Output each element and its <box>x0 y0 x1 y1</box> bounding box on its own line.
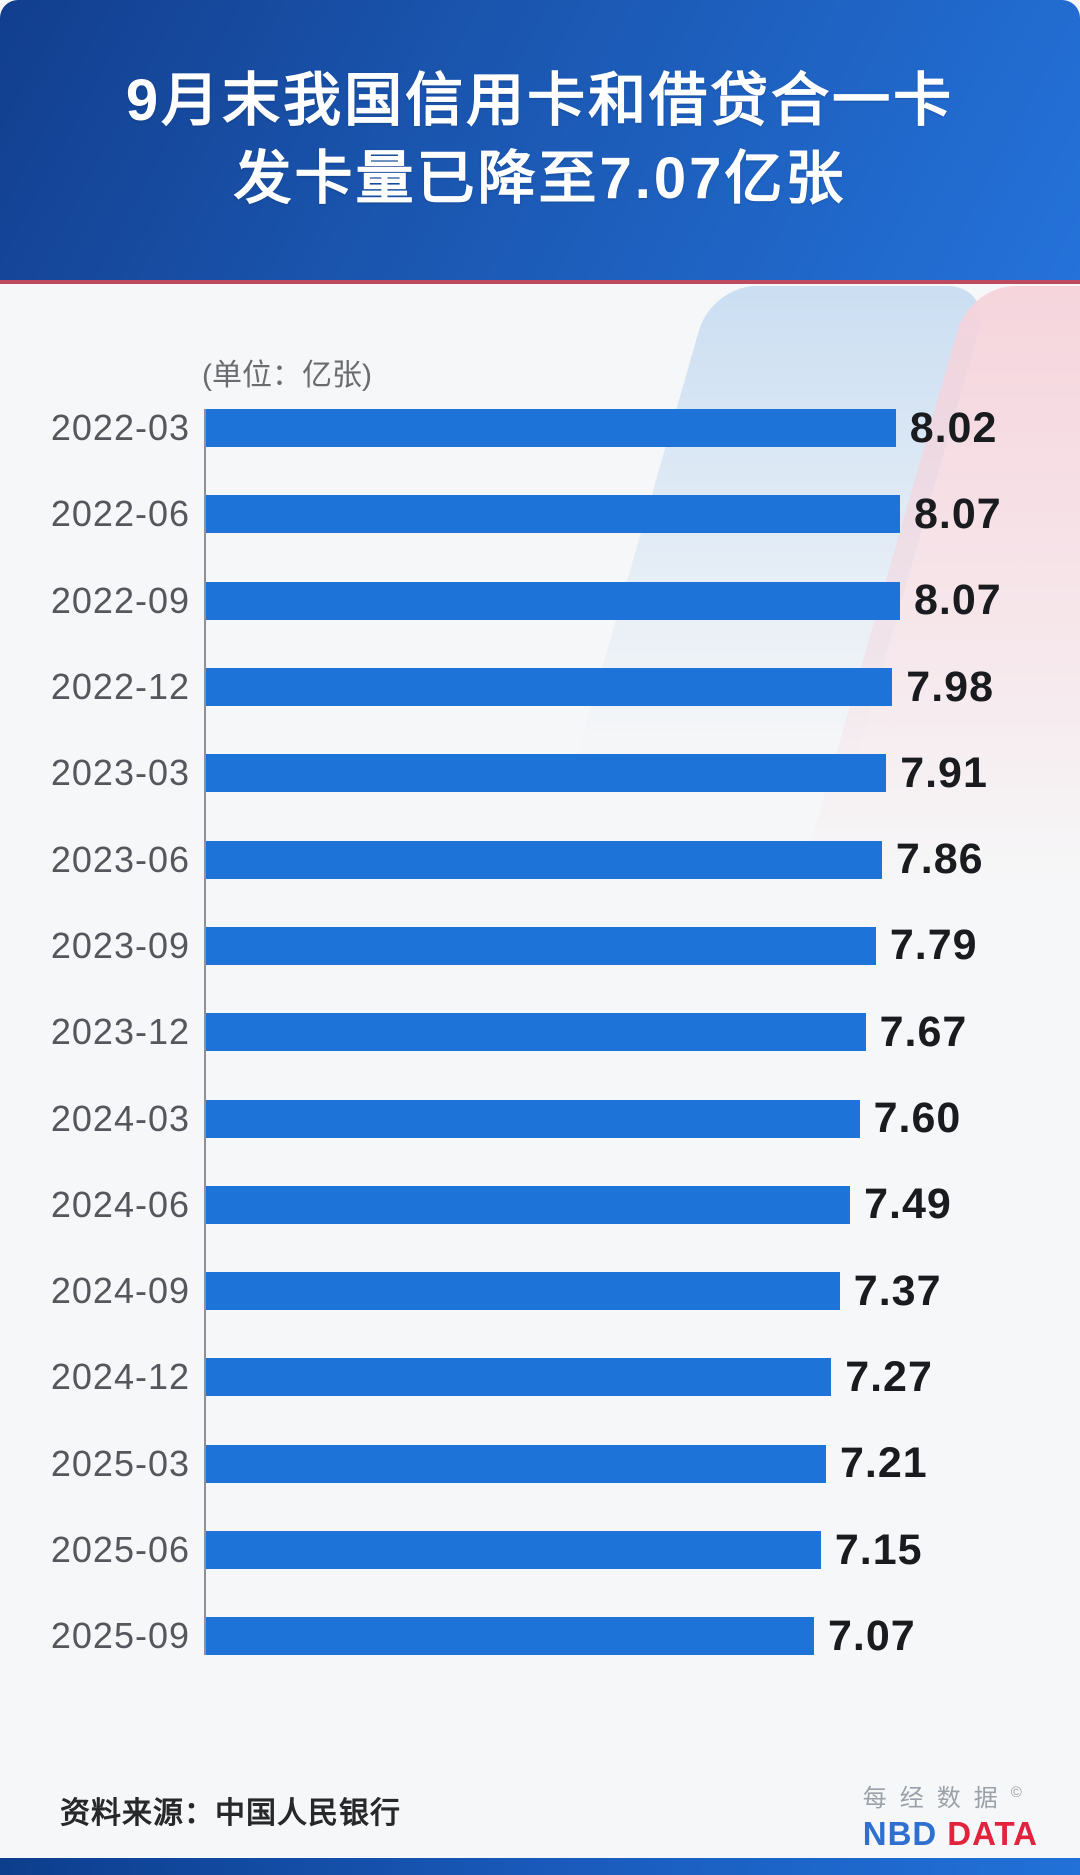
y-axis-line <box>204 409 206 1655</box>
bar <box>206 840 882 879</box>
logo-chinese-text: 每经数据© <box>862 1784 1022 1812</box>
chart-row: 2022-03 8.02 <box>0 385 1080 471</box>
value-label: 7.49 <box>864 1180 952 1229</box>
chart-row: 2024-06 7.49 <box>0 1162 1080 1248</box>
category-label: 2023-09 <box>50 924 190 966</box>
chart-row: 2024-12 7.27 <box>0 1334 1080 1420</box>
category-label: 2023-06 <box>50 838 190 880</box>
category-label: 2025-03 <box>50 1442 190 1484</box>
category-label: 2022-09 <box>50 579 190 621</box>
chart-row: 2024-03 7.60 <box>0 1075 1080 1161</box>
value-label: 7.60 <box>873 1094 962 1143</box>
header-divider <box>0 280 1080 284</box>
category-label: 2024-06 <box>50 1183 190 1225</box>
chart-row: 2022-06 8.07 <box>0 471 1080 557</box>
category-label: 2023-12 <box>50 1011 190 1053</box>
category-label: 2023-03 <box>50 752 190 794</box>
header-banner: 9月末我国信用卡和借贷合一卡 发卡量已降至7.07亿张 <box>0 0 1080 280</box>
bar <box>206 1444 826 1483</box>
value-label: 7.67 <box>879 1007 968 1056</box>
logo-english-text: NBD DATA <box>863 1815 1038 1853</box>
value-label: 7.37 <box>853 1266 942 1315</box>
bar <box>206 409 896 448</box>
value-label: 8.02 <box>909 403 998 452</box>
value-label: 7.15 <box>834 1525 923 1574</box>
bar <box>206 1185 851 1224</box>
chart-row: 2025-03 7.21 <box>0 1421 1080 1507</box>
bar <box>206 1358 832 1397</box>
bar <box>206 668 893 707</box>
category-label: 2022-03 <box>50 407 190 449</box>
value-label: 7.27 <box>845 1352 933 1401</box>
bar <box>206 926 876 965</box>
logo-nbd-word: NBD <box>862 1815 938 1852</box>
bar <box>206 1099 860 1138</box>
page-title-line1: 9月末我国信用卡和借贷合一卡 <box>125 68 955 133</box>
chart-row: 2023-12 7.67 <box>0 989 1080 1075</box>
category-label: 2024-12 <box>50 1356 190 1398</box>
value-label: 8.07 <box>914 489 1002 538</box>
chart-row: 2022-12 7.98 <box>0 644 1080 730</box>
category-label: 2024-03 <box>50 1097 190 1139</box>
bar <box>206 495 900 534</box>
chart-rows: 2022-03 8.02 2022-06 8.07 2022-09 8.07 2… <box>0 385 1080 1679</box>
bar <box>206 1013 866 1052</box>
value-label: 7.79 <box>889 921 978 970</box>
bar <box>206 1272 840 1311</box>
bar <box>206 754 887 793</box>
chart-row: 2025-06 7.15 <box>0 1507 1080 1593</box>
bar <box>206 1617 814 1656</box>
category-label: 2024-09 <box>50 1270 190 1312</box>
value-label: 8.07 <box>914 576 1002 625</box>
unit-label: (单位：亿张) <box>202 359 372 392</box>
category-label: 2022-06 <box>50 493 190 535</box>
chart-row: 2023-06 7.86 <box>0 816 1080 902</box>
page-title-line2: 发卡量已降至7.07亿张 <box>233 146 847 211</box>
chart-row: 2025-09 7.07 <box>0 1593 1080 1679</box>
data-source-text: 资料来源：中国人民银行 <box>60 1797 401 1830</box>
value-label: 7.21 <box>840 1439 928 1488</box>
chart-row: 2024-09 7.37 <box>0 1248 1080 1334</box>
chart-row: 2023-03 7.91 <box>0 730 1080 816</box>
category-label: 2022-12 <box>50 666 190 708</box>
footer-strip <box>0 1858 1080 1875</box>
value-label: 7.98 <box>906 662 994 711</box>
logo-data-word: DATA <box>947 1815 1038 1852</box>
category-label: 2025-06 <box>50 1529 190 1570</box>
nbd-data-logo: 每经数据© NBD DATA <box>863 1778 1038 1853</box>
value-label: 7.07 <box>828 1611 916 1660</box>
chart-row: 2022-09 8.07 <box>0 558 1080 644</box>
value-label: 7.91 <box>900 748 988 797</box>
chart-row: 2023-09 7.79 <box>0 903 1080 989</box>
value-label: 7.86 <box>895 835 984 884</box>
bar <box>206 1531 821 1569</box>
category-label: 2025-09 <box>50 1615 190 1657</box>
copyright-mark: © <box>1010 1784 1022 1801</box>
bar <box>206 581 900 620</box>
